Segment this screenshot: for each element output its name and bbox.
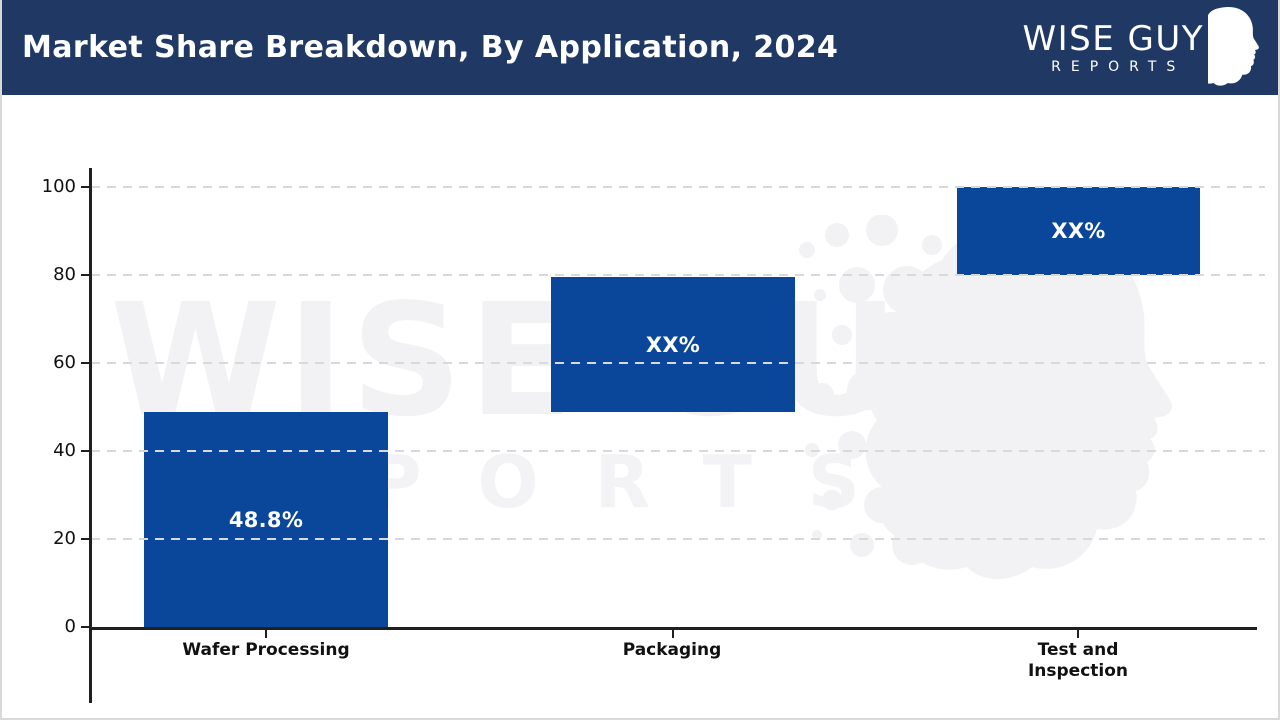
watermark-head-icon <box>799 215 1172 579</box>
logo-text: WISE GUY REPORTS <box>1022 21 1204 75</box>
bar: XX% <box>957 187 1200 275</box>
logo-wordmark: WISE GUY <box>1022 18 1204 59</box>
logo: WISE GUY REPORTS <box>1022 0 1270 95</box>
gridline <box>91 274 1265 276</box>
dotted-head-icon <box>1208 4 1259 86</box>
y-tick-mark <box>81 362 89 364</box>
y-tick-mark <box>81 186 89 188</box>
gridline <box>91 362 1265 364</box>
x-tick-mark <box>672 630 674 638</box>
y-tick-mark <box>81 450 89 452</box>
y-tick-label: 40 <box>53 440 76 461</box>
y-tick-mark <box>81 626 89 628</box>
x-axis-label: Packaging <box>622 640 722 660</box>
bar-value-label: 48.8% <box>228 507 304 532</box>
bar: XX% <box>551 277 795 412</box>
page-title: Market Share Breakdown, By Application, … <box>22 30 839 65</box>
gridline <box>91 186 1265 188</box>
y-tick-label: 100 <box>41 176 76 197</box>
bar-value-label: XX% <box>645 332 701 357</box>
y-tick-mark <box>81 274 89 276</box>
y-tick-label: 80 <box>53 264 76 285</box>
logo-subtitle: REPORTS <box>1051 58 1186 75</box>
x-axis-label: Test and Inspection <box>1027 640 1129 681</box>
x-tick-mark <box>1077 630 1079 638</box>
gridline <box>91 450 1265 452</box>
bar: 48.8% <box>144 412 388 627</box>
chart-area: WISE GUY REPORTS 48.8% <box>2 95 1278 718</box>
y-tick-label: 0 <box>64 616 76 637</box>
gridline <box>91 538 1265 540</box>
y-tick-mark <box>81 538 89 540</box>
bar-value-label: XX% <box>1051 219 1106 243</box>
x-tick-mark <box>265 630 267 638</box>
y-tick-label: 20 <box>53 528 76 549</box>
x-axis-label: Wafer Processing <box>182 640 350 660</box>
header: Market Share Breakdown, By Application, … <box>2 0 1278 95</box>
x-axis <box>89 627 1257 630</box>
y-axis <box>89 168 92 703</box>
y-tick-label: 60 <box>53 352 76 373</box>
